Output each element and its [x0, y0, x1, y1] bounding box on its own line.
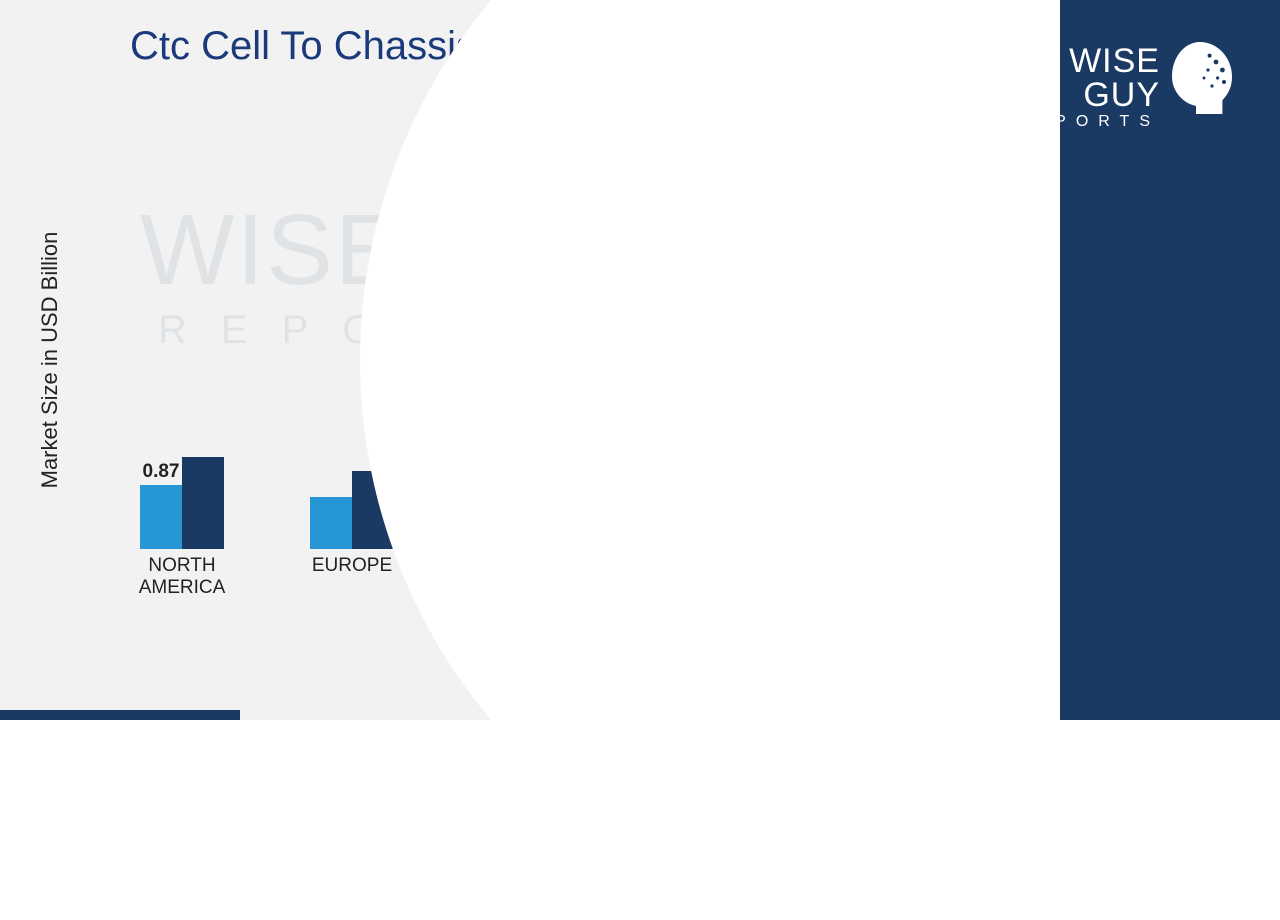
category-label: NORTH AMERICA — [139, 555, 226, 599]
bar-2024 — [140, 485, 182, 549]
bar-value-label: 0.87 — [143, 461, 180, 483]
brand-name: WISE GUY — [1013, 44, 1160, 112]
bar-2024 — [310, 497, 352, 549]
category-label: EUROPE — [312, 555, 392, 577]
bars — [97, 179, 267, 549]
y-axis-label: Market Size in USD Billion — [37, 232, 63, 489]
bottom-accent-bar — [0, 710, 240, 720]
bar-group: 0.87NORTH AMERICA — [97, 179, 267, 549]
brand-sub: REPORTS — [1013, 114, 1160, 130]
bar-2032 — [182, 457, 224, 550]
brand-head-icon — [1160, 38, 1240, 118]
